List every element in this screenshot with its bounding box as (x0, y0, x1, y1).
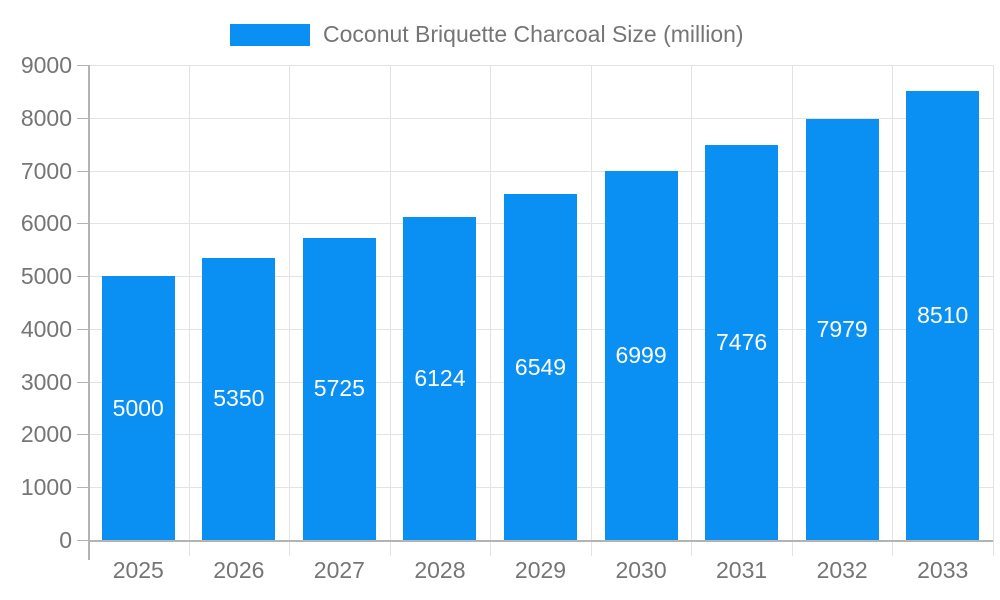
y-axis-label: 5000 (20, 263, 72, 290)
bar-value-label: 5350 (213, 385, 265, 412)
x-tick (590, 540, 592, 556)
bar[interactable]: 6124 (403, 216, 477, 540)
y-axis-label: 4000 (20, 315, 72, 342)
y-tick (77, 487, 88, 489)
x-tick (993, 540, 994, 556)
legend-swatch (230, 23, 310, 46)
y-tick (77, 381, 88, 383)
horizontal-gridline (88, 170, 993, 172)
bar-value-label: 5725 (313, 375, 365, 402)
x-axis-label: 2031 (716, 557, 768, 583)
bar[interactable]: 6549 (504, 194, 577, 540)
y-axis-label: 0 (59, 527, 72, 553)
y-tick (77, 117, 88, 119)
bar-value-label: 7476 (716, 329, 768, 356)
y-axis-label: 7000 (20, 157, 72, 184)
x-tick (188, 540, 190, 556)
x-tick (490, 540, 492, 556)
vertical-gridline (791, 65, 793, 540)
x-tick (389, 540, 391, 556)
horizontal-gridline (88, 117, 993, 119)
vertical-gridline (389, 65, 391, 540)
y-tick (77, 223, 88, 225)
x-axis-label: 2027 (313, 557, 365, 583)
y-tick (77, 170, 88, 172)
x-axis-label: 2028 (414, 557, 466, 583)
bar[interactable]: 7476 (705, 145, 779, 540)
vertical-gridline (691, 65, 693, 540)
vertical-gridline (289, 65, 291, 540)
bar-value-label: 6549 (514, 353, 567, 380)
x-axis-label: 2025 (112, 557, 164, 583)
x-axis-baseline (88, 540, 993, 542)
vertical-gridline (993, 65, 994, 540)
bar[interactable]: 6999 (604, 170, 678, 540)
vertical-gridline (490, 65, 492, 540)
bar-value-label: 5000 (112, 394, 164, 421)
y-axis-label: 9000 (20, 52, 72, 78)
vertical-gridline (188, 65, 190, 540)
x-tick (691, 540, 693, 556)
x-axis-label: 2032 (816, 557, 868, 583)
y-tick (77, 540, 88, 541)
bar-value-label: 6124 (414, 364, 466, 391)
bar[interactable]: 7979 (805, 118, 879, 540)
x-axis-label: 2026 (213, 557, 265, 583)
y-axis-label: 3000 (20, 368, 72, 395)
bar-value-label: 7979 (816, 315, 868, 342)
horizontal-gridline (88, 65, 993, 66)
legend-label: Coconut Briquette Charcoal Size (million… (323, 21, 744, 47)
y-axis-label: 8000 (20, 104, 72, 131)
y-tick (77, 434, 88, 436)
y-tick (77, 276, 88, 278)
x-axis-label: 2030 (615, 557, 667, 583)
y-axis-label: 6000 (20, 210, 72, 237)
bar[interactable]: 5725 (302, 237, 376, 540)
x-tick (892, 540, 894, 556)
bar-value-label: 8510 (917, 301, 969, 328)
vertical-gridline (892, 65, 894, 540)
bar[interactable]: 5350 (202, 257, 276, 540)
y-axis-label: 1000 (20, 474, 72, 501)
vertical-gridline (590, 65, 592, 540)
bar-value-label: 6999 (615, 341, 667, 368)
y-axis-line (88, 65, 90, 560)
x-axis-label: 2033 (917, 557, 969, 583)
y-tick (77, 65, 88, 66)
legend: Coconut Briquette Charcoal Size (million… (230, 21, 744, 48)
bar[interactable]: 8510 (906, 90, 980, 540)
x-axis-label: 2029 (514, 557, 567, 583)
x-tick (791, 540, 793, 556)
x-tick (289, 540, 291, 556)
y-axis-label: 2000 (20, 421, 72, 448)
bar[interactable]: 5000 (101, 276, 175, 540)
y-tick (77, 328, 88, 330)
